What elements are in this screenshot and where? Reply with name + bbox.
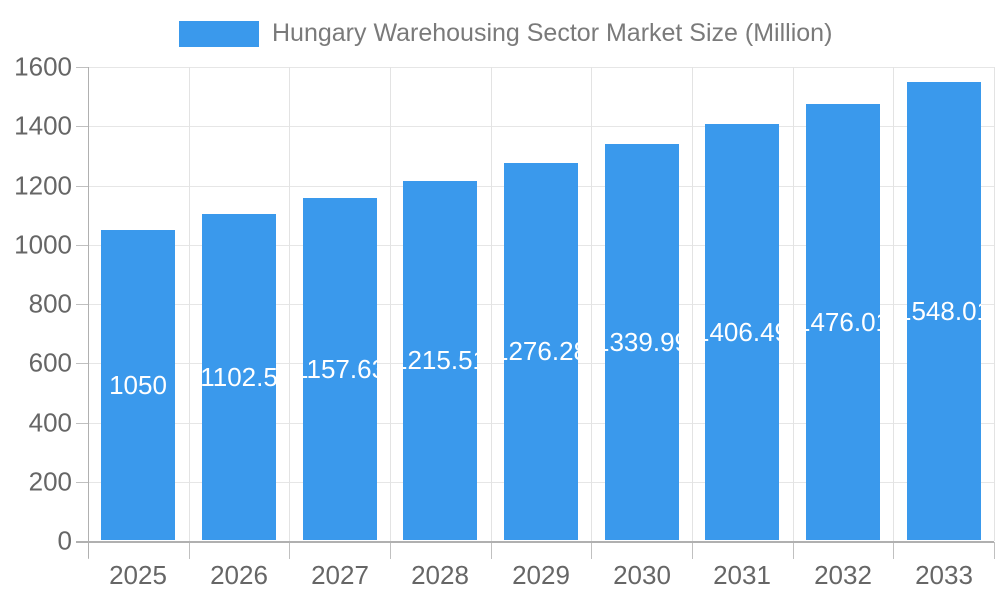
legend-item[interactable]: Hungary Warehousing Sector Market Size (… bbox=[179, 19, 832, 48]
y-axis-tick-label: 1000 bbox=[14, 229, 72, 260]
vertical-gridline bbox=[893, 67, 894, 541]
vertical-gridline bbox=[491, 67, 492, 541]
x-axis-tick bbox=[491, 542, 492, 559]
x-axis-category-label: 2032 bbox=[814, 560, 872, 590]
y-axis-tick-label: 400 bbox=[28, 407, 72, 438]
y-axis-tick bbox=[76, 423, 88, 424]
horizontal-gridline bbox=[88, 126, 994, 127]
bar-value-label: 1157.63 bbox=[303, 353, 377, 384]
vertical-gridline bbox=[390, 67, 391, 541]
horizontal-gridline bbox=[88, 67, 994, 68]
y-axis-tick-label: 600 bbox=[28, 347, 72, 378]
vertical-gridline bbox=[793, 67, 794, 541]
bar-value-label: 1339.99 bbox=[605, 326, 679, 357]
bar-2028[interactable]: 1215.51 bbox=[403, 181, 477, 540]
x-axis-category-label: 2025 bbox=[109, 560, 167, 590]
x-axis-line bbox=[76, 541, 994, 543]
bar-2026[interactable]: 1102.5 bbox=[202, 214, 276, 540]
x-axis-tick bbox=[793, 542, 794, 559]
vertical-gridline bbox=[591, 67, 592, 541]
bar-value-label: 1215.51 bbox=[403, 345, 477, 375]
bar-2025[interactable]: 1050 bbox=[101, 230, 175, 540]
vertical-gridline bbox=[289, 67, 290, 541]
y-axis-tick bbox=[76, 126, 88, 127]
y-axis-tick bbox=[76, 304, 88, 305]
x-axis-tick bbox=[591, 542, 592, 559]
bar-2029[interactable]: 1276.28 bbox=[504, 163, 578, 540]
vertical-gridline bbox=[692, 67, 693, 541]
x-axis-category-label: 2033 bbox=[915, 560, 973, 590]
bar-2031[interactable]: 1406.49 bbox=[705, 124, 779, 540]
bar-2030[interactable]: 1339.99 bbox=[605, 144, 679, 540]
y-axis-tick-label: 1200 bbox=[14, 170, 72, 201]
y-axis-tick-label: 0 bbox=[57, 525, 72, 556]
bar-2033[interactable]: 1548.01 bbox=[907, 82, 981, 540]
x-axis-tick bbox=[692, 542, 693, 559]
x-axis-tick bbox=[189, 542, 190, 559]
x-axis-category-label: 2026 bbox=[210, 560, 268, 590]
bar-value-label: 1548.01 bbox=[907, 295, 981, 326]
vertical-gridline bbox=[189, 67, 190, 541]
x-axis-tick bbox=[893, 542, 894, 559]
bar-value-label: 1102.5 bbox=[202, 361, 276, 392]
x-axis-category-label: 2031 bbox=[713, 560, 771, 590]
bar-value-label: 1406.49 bbox=[705, 316, 779, 347]
x-axis-tick bbox=[390, 542, 391, 559]
vertical-gridline bbox=[994, 67, 995, 541]
y-axis-tick bbox=[76, 245, 88, 246]
x-axis-category-label: 2027 bbox=[311, 560, 369, 590]
x-axis-category-label: 2029 bbox=[512, 560, 570, 590]
y-axis-tick-label: 200 bbox=[28, 466, 72, 497]
x-axis-tick bbox=[289, 542, 290, 559]
y-axis-tick bbox=[76, 482, 88, 483]
bar-2027[interactable]: 1157.63 bbox=[303, 198, 377, 540]
y-axis-tick bbox=[76, 186, 88, 187]
x-axis-tick bbox=[994, 542, 995, 559]
y-axis-tick bbox=[76, 67, 88, 68]
y-axis-tick-label: 1600 bbox=[14, 51, 72, 82]
y-axis-tick bbox=[76, 363, 88, 364]
legend-swatch-icon bbox=[179, 20, 259, 47]
y-axis-tick-label: 1400 bbox=[14, 110, 72, 141]
legend-label: Hungary Warehousing Sector Market Size (… bbox=[272, 19, 833, 47]
bar-value-label: 1050 bbox=[109, 369, 167, 400]
y-axis-tick-label: 800 bbox=[28, 288, 72, 319]
y-axis-line bbox=[88, 67, 89, 558]
bar-value-label: 1276.28 bbox=[504, 336, 578, 366]
x-axis-category-label: 2028 bbox=[411, 560, 469, 590]
x-axis-category-label: 2030 bbox=[613, 560, 671, 590]
